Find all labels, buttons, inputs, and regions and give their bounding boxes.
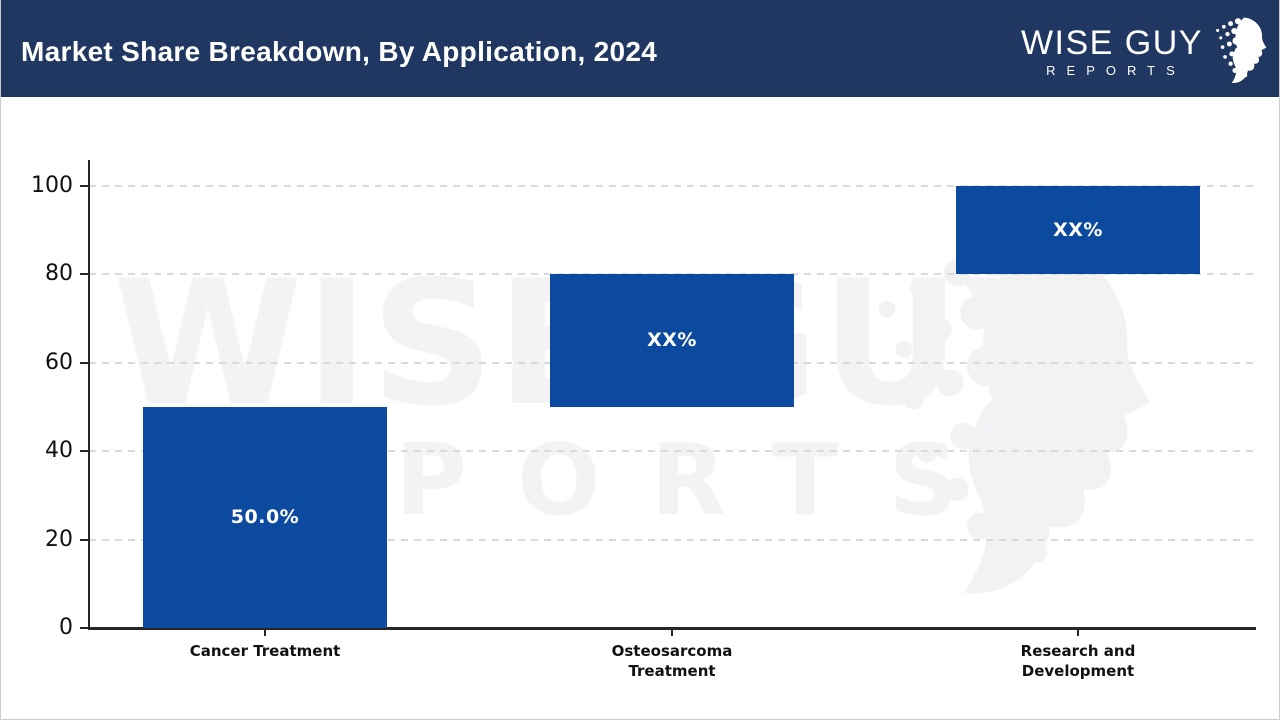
wiseguy-logo: WISE GUY REPORTS (1021, 15, 1269, 89)
wiseguy-face-icon (1216, 16, 1267, 83)
y-tick-label: 20 (45, 526, 73, 552)
y-tick-label: 60 (45, 349, 73, 375)
x-tick-mark (671, 628, 673, 636)
y-tick-mark (80, 361, 89, 364)
x-category-label: Research and Development (1020, 642, 1136, 681)
y-tick-label: 100 (31, 172, 73, 198)
y-tick-mark (80, 273, 89, 275)
x-tick-mark (264, 628, 266, 636)
header: Market Share Breakdown, By Application, … (1, 0, 1279, 97)
y-tick-label: 40 (45, 438, 73, 463)
y-tick-mark (80, 450, 89, 452)
bar-segment-2: XX% (956, 185, 1200, 274)
y-tick-label: 0 (59, 615, 73, 640)
x-category-label: Osteosarcoma Treatment (611, 642, 733, 681)
y-tick-mark (80, 538, 89, 541)
gridline-20 (89, 538, 1254, 541)
logo-text: WISE GUY REPORTS (1021, 26, 1203, 77)
bar-segment-1: XX% (550, 274, 794, 407)
logo-wordmark: WISE GUY (1020, 24, 1203, 62)
x-category-label: Cancer Treatment (189, 642, 341, 660)
page-title: Market Share Breakdown, By Application, … (21, 35, 658, 67)
bar-value-label: XX% (647, 329, 697, 352)
bar-segment-0: 50.0% (143, 406, 387, 628)
x-tick-mark (1077, 628, 1079, 636)
logo-subtext: REPORTS (1046, 63, 1186, 78)
gridline-100 (89, 184, 1254, 187)
y-tick-mark (80, 627, 89, 629)
bar-value-label: 50.0% (230, 506, 300, 529)
y-axis-line (88, 160, 90, 629)
bar-value-label: XX% (1053, 218, 1103, 241)
gridline-40 (89, 450, 1254, 452)
y-tick-mark (80, 184, 89, 187)
y-tick-label: 80 (45, 261, 73, 286)
